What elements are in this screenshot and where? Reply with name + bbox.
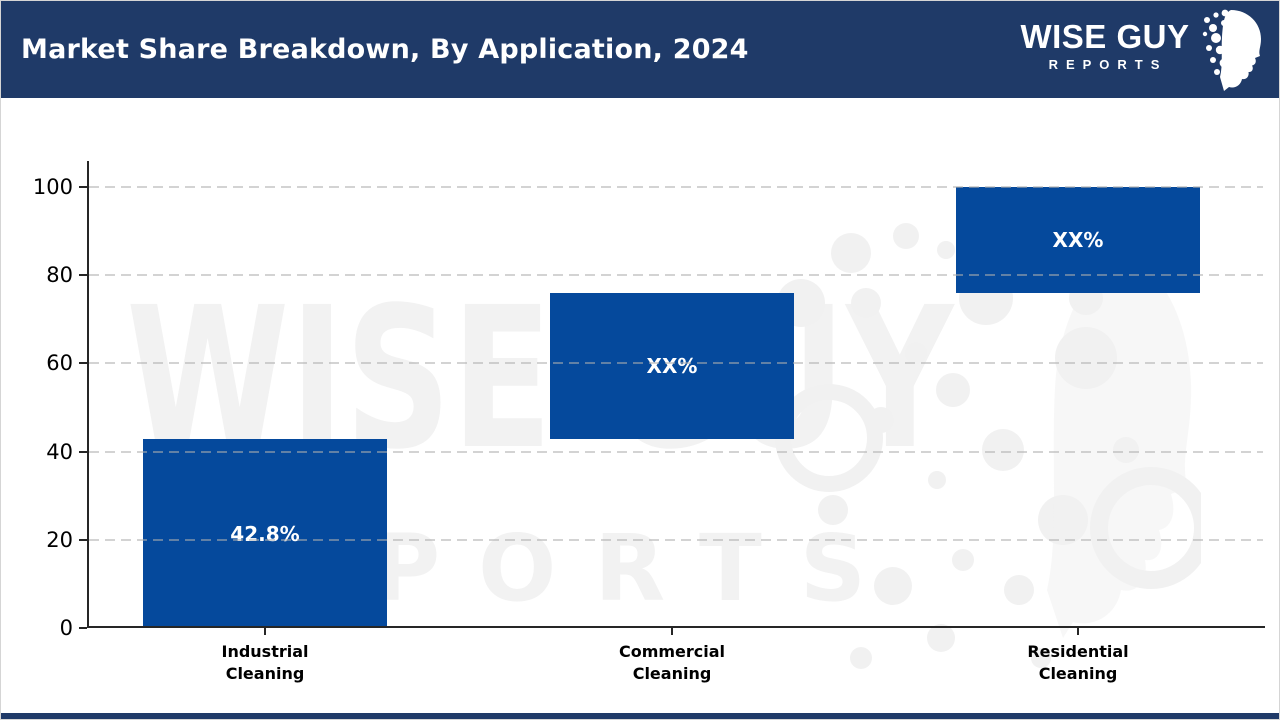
logo-text: WISE GUY REPORTS (1015, 20, 1195, 72)
bar: 42.8% (143, 439, 387, 628)
gridline (89, 538, 1263, 541)
bar: XX% (956, 187, 1200, 293)
logo-face-icon (1202, 9, 1261, 91)
y-tick-label: 60 (46, 351, 73, 376)
y-tick-label: 40 (46, 439, 73, 464)
y-tick-mark (79, 627, 87, 629)
x-tick-mark (671, 628, 673, 635)
gridline (89, 274, 1263, 277)
bar: XX% (550, 292, 794, 440)
gridline (89, 362, 1263, 365)
y-tick-label: 80 (46, 263, 73, 288)
bar-value-label: XX% (1052, 227, 1104, 252)
x-tick-label: Industrial Cleaning (221, 642, 309, 683)
footer-bar (1, 713, 1279, 719)
x-tick-label: Residential Cleaning (1027, 642, 1129, 683)
y-tick-label: 20 (46, 527, 73, 552)
chart-area: WISE GUY REPORTS (1, 98, 1279, 715)
y-tick-label: 100 (32, 175, 73, 199)
gridline (89, 186, 1263, 188)
x-axis-line (87, 626, 1265, 628)
y-tick-mark (79, 362, 87, 365)
wise-guy-logo: WISE GUY REPORTS (1015, 6, 1265, 94)
y-axis-line (87, 161, 89, 628)
bar-value-label: 42.8% (230, 521, 300, 546)
x-tick-label: Commercial Cleaning (618, 642, 726, 683)
y-tick-mark (79, 450, 87, 453)
logo-subtitle: REPORTS (1048, 57, 1168, 72)
x-tick-mark (264, 628, 266, 635)
y-tick-mark (79, 538, 87, 541)
y-tick-label: 0 (59, 616, 73, 640)
header-bar: Market Share Breakdown, By Application, … (1, 1, 1279, 98)
x-tick-mark (1077, 628, 1079, 635)
y-tick-mark (79, 186, 87, 188)
gridline (89, 450, 1263, 453)
bar-value-label: XX% (646, 354, 698, 379)
page-title: Market Share Breakdown, By Application, … (21, 34, 749, 65)
logo-name: WISE GUY (1020, 18, 1190, 55)
y-tick-mark (79, 274, 87, 277)
